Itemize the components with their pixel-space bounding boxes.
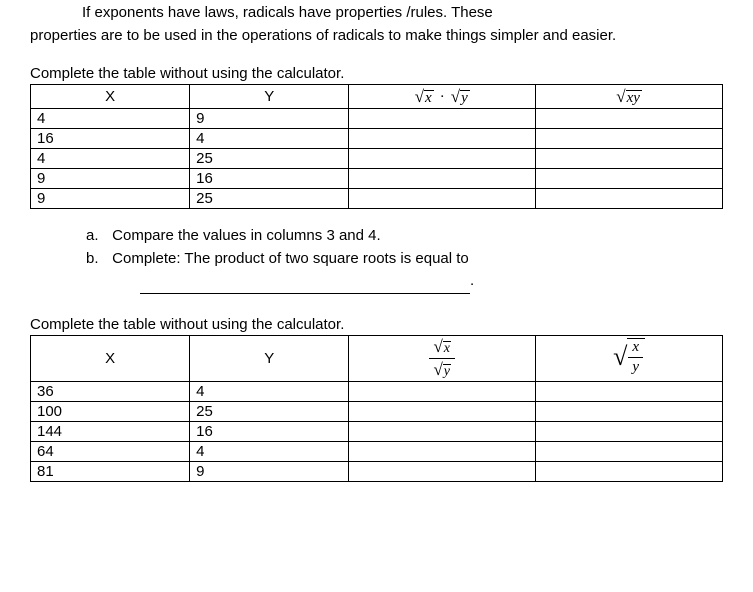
table-row: 36 4 bbox=[31, 381, 723, 401]
table-row: 100 25 bbox=[31, 401, 723, 421]
question-b-text: Complete: The product of two square root… bbox=[112, 250, 469, 267]
cell-col4 bbox=[536, 129, 723, 149]
cell-col3 bbox=[349, 149, 536, 169]
table1: X Y √x·√y √xy 4 9 16 4 4 25 9 16 9 25 bbox=[30, 84, 723, 209]
cell-y: 4 bbox=[190, 441, 349, 461]
cell-x: 81 bbox=[31, 461, 190, 481]
cell-x: 4 bbox=[31, 109, 190, 129]
table1-caption: Complete the table without using the cal… bbox=[30, 65, 723, 82]
questions: a. Compare the values in columns 3 and 4… bbox=[86, 225, 723, 294]
question-b-label: b. bbox=[86, 248, 108, 271]
table2-header-sqrtx-over-sqrty: √x√y bbox=[349, 335, 536, 381]
cell-col3 bbox=[349, 461, 536, 481]
question-b: b. Complete: The product of two square r… bbox=[86, 248, 723, 271]
cell-x: 16 bbox=[31, 129, 190, 149]
cell-x: 100 bbox=[31, 401, 190, 421]
cell-col3 bbox=[349, 169, 536, 189]
table2-header-y: Y bbox=[190, 335, 349, 381]
cell-col4 bbox=[536, 401, 723, 421]
cell-x: 36 bbox=[31, 381, 190, 401]
cell-y: 16 bbox=[190, 169, 349, 189]
cell-col3 bbox=[349, 381, 536, 401]
cell-col4 bbox=[536, 381, 723, 401]
table2-caption: Complete the table without using the cal… bbox=[30, 316, 723, 333]
cell-x: 9 bbox=[31, 189, 190, 209]
fill-in-line: . bbox=[86, 270, 723, 294]
table-row: 16 4 bbox=[31, 129, 723, 149]
cell-col4 bbox=[536, 189, 723, 209]
cell-col4 bbox=[536, 461, 723, 481]
cell-x: 144 bbox=[31, 421, 190, 441]
table1-header-y: Y bbox=[190, 85, 349, 109]
cell-x: 9 bbox=[31, 169, 190, 189]
cell-col4 bbox=[536, 441, 723, 461]
fill-in-period: . bbox=[470, 272, 474, 289]
question-a-text: Compare the values in columns 3 and 4. bbox=[112, 227, 380, 244]
cell-col3 bbox=[349, 441, 536, 461]
cell-y: 25 bbox=[190, 189, 349, 209]
intro-line2: properties are to be used in the operati… bbox=[30, 25, 723, 48]
intro-line1: If exponents have laws, radicals have pr… bbox=[30, 2, 723, 25]
table2: X Y √x√y √xy 36 4 100 25 144 16 64 4 81 … bbox=[30, 335, 723, 482]
question-a: a. Compare the values in columns 3 and 4… bbox=[86, 225, 723, 248]
cell-col3 bbox=[349, 129, 536, 149]
cell-y: 4 bbox=[190, 381, 349, 401]
cell-col3 bbox=[349, 401, 536, 421]
table-row: 144 16 bbox=[31, 421, 723, 441]
cell-col4 bbox=[536, 149, 723, 169]
intro-paragraph: If exponents have laws, radicals have pr… bbox=[30, 2, 723, 47]
table-row: 9 25 bbox=[31, 189, 723, 209]
cell-col4 bbox=[536, 421, 723, 441]
cell-y: 9 bbox=[190, 461, 349, 481]
table2-header-row: X Y √x√y √xy bbox=[31, 335, 723, 381]
fill-in-blank bbox=[140, 270, 470, 294]
cell-y: 25 bbox=[190, 149, 349, 169]
table-row: 4 9 bbox=[31, 109, 723, 129]
cell-x: 4 bbox=[31, 149, 190, 169]
question-a-label: a. bbox=[86, 225, 108, 248]
table2-header-x: X bbox=[31, 335, 190, 381]
table-row: 64 4 bbox=[31, 441, 723, 461]
table1-header-sqrtx-sqrty: √x·√y bbox=[349, 85, 536, 109]
cell-col3 bbox=[349, 109, 536, 129]
cell-x: 64 bbox=[31, 441, 190, 461]
table1-header-x: X bbox=[31, 85, 190, 109]
cell-col4 bbox=[536, 109, 723, 129]
table2-header-sqrt-x-over-y: √xy bbox=[536, 335, 723, 381]
table-row: 4 25 bbox=[31, 149, 723, 169]
table-row: 81 9 bbox=[31, 461, 723, 481]
cell-y: 25 bbox=[190, 401, 349, 421]
cell-y: 4 bbox=[190, 129, 349, 149]
cell-col3 bbox=[349, 189, 536, 209]
cell-y: 16 bbox=[190, 421, 349, 441]
table1-header-row: X Y √x·√y √xy bbox=[31, 85, 723, 109]
table1-header-sqrtxy: √xy bbox=[536, 85, 723, 109]
cell-col4 bbox=[536, 169, 723, 189]
table-row: 9 16 bbox=[31, 169, 723, 189]
cell-col3 bbox=[349, 421, 536, 441]
cell-y: 9 bbox=[190, 109, 349, 129]
